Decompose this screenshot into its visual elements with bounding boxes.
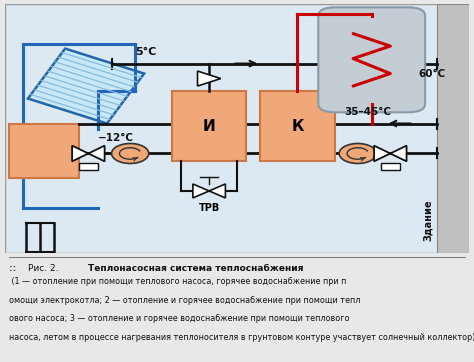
Bar (79, 163, 98, 170)
Text: 60°C: 60°C (418, 68, 446, 79)
Text: ТРВ: ТРВ (199, 203, 220, 214)
Text: 35–45°C: 35–45°C (344, 107, 391, 117)
Text: 5°C: 5°C (135, 47, 156, 57)
Text: К: К (291, 118, 304, 134)
Text: Здание: Здание (422, 199, 432, 241)
Circle shape (111, 143, 149, 164)
Text: Теплонасосная система теплоснабжения: Теплонасосная система теплоснабжения (88, 264, 304, 273)
Text: насоса, летом в процессе нагревания теплоносителя в грунтовом контуре участвует : насоса, летом в процессе нагревания тепл… (9, 333, 474, 342)
Polygon shape (88, 146, 105, 161)
Polygon shape (72, 146, 88, 161)
Bar (437, 4, 469, 253)
Bar (381, 163, 400, 170)
Text: И: И (203, 118, 216, 134)
Polygon shape (193, 184, 209, 198)
Polygon shape (390, 146, 407, 161)
Bar (9, 123, 79, 178)
Text: ового насоса; 3 — отопление и горячее водоснабжение при помощи теплового: ового насоса; 3 — отопление и горячее во… (9, 314, 352, 323)
Polygon shape (374, 146, 390, 161)
Polygon shape (28, 49, 144, 123)
Text: Рис. 2.: Рис. 2. (28, 264, 58, 273)
Polygon shape (198, 71, 221, 86)
Polygon shape (209, 184, 226, 198)
Text: ::: :: (9, 264, 17, 273)
FancyBboxPatch shape (319, 7, 425, 112)
Bar (260, 91, 335, 161)
Bar (172, 91, 246, 161)
Text: −12°C: −12°C (98, 134, 134, 143)
Circle shape (339, 143, 376, 164)
Text: омощи электрокотла; 2 — отопление и горячее водоснабжение при помощи тепл: омощи электрокотла; 2 — отопление и горя… (9, 296, 361, 305)
Text: (1 — отопление при помощи теплового насоса, горячее водоснабжение при п: (1 — отопление при помощи теплового насо… (9, 277, 347, 286)
